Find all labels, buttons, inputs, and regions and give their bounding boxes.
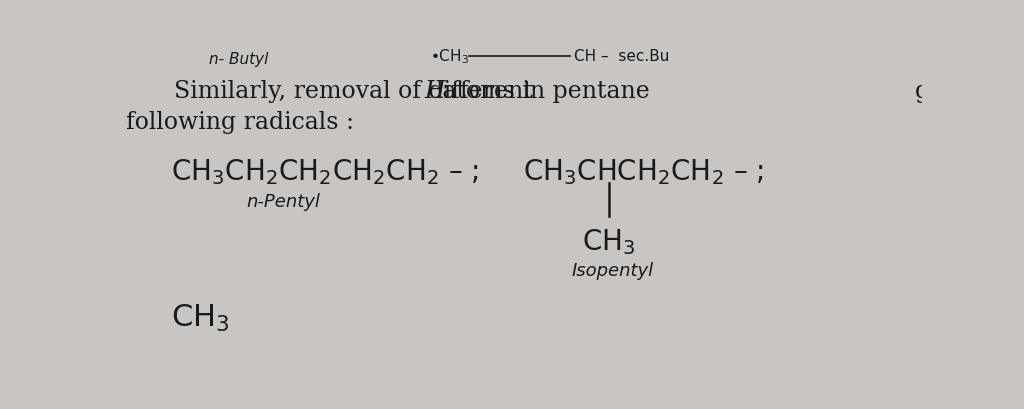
Text: •CH$_3$: •CH$_3$ <box>430 47 469 66</box>
Text: CH –  sec.Bu: CH – sec.Bu <box>573 49 669 64</box>
Text: atoms in pentane: atoms in pentane <box>435 80 657 103</box>
Text: g: g <box>914 80 930 103</box>
Text: n- Butyl: n- Butyl <box>209 52 268 67</box>
Text: Isopentyl: Isopentyl <box>571 261 653 279</box>
Text: CH$_3$: CH$_3$ <box>171 302 229 333</box>
Text: CH$_3$CH$_2$CH$_2$CH$_2$CH$_2$ – ;: CH$_3$CH$_2$CH$_2$CH$_2$CH$_2$ – ; <box>171 157 478 187</box>
Text: CH$_3$CHCH$_2$CH$_2$ – ;: CH$_3$CHCH$_2$CH$_2$ – ; <box>523 157 764 187</box>
Text: Similarly, removal of different: Similarly, removal of different <box>174 80 541 103</box>
Text: CH$_3$: CH$_3$ <box>582 226 635 256</box>
Text: following radicals :: following radicals : <box>126 110 354 133</box>
Text: n-Pentyl: n-Pentyl <box>246 192 319 210</box>
Text: H: H <box>425 80 445 103</box>
